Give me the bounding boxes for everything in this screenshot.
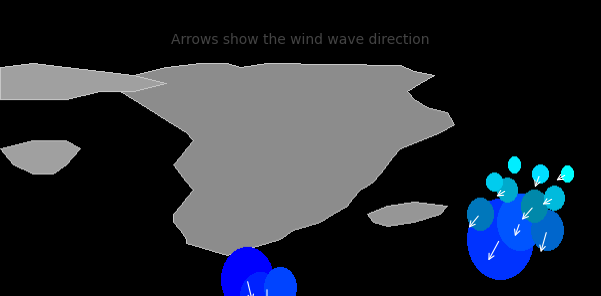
Text: Secondary Swell energy on Tuesday 25 Mar at 6pm -03: Secondary Swell energy on Tuesday 25 Mar… <box>52 8 549 25</box>
Text: Arrows show the wind wave direction: Arrows show the wind wave direction <box>171 33 430 47</box>
